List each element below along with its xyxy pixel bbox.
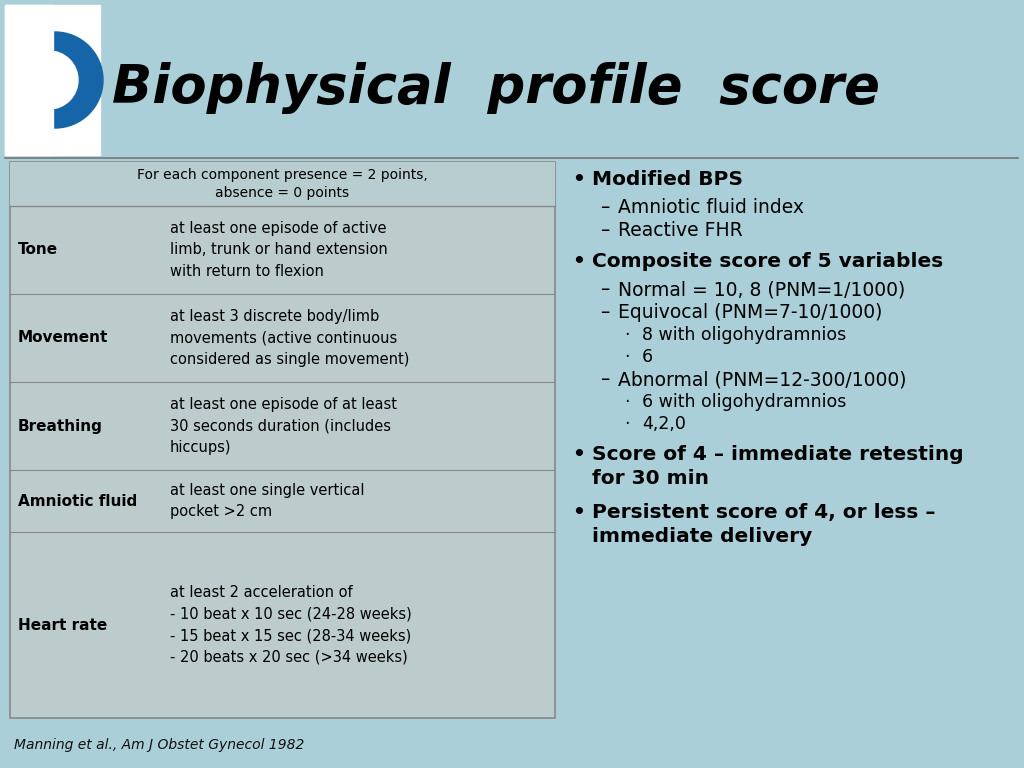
Text: Score of 4 – immediate retesting
for 30 min: Score of 4 – immediate retesting for 30 … xyxy=(592,445,964,488)
Text: •: • xyxy=(572,445,585,464)
Text: 6 with oligohydramnios: 6 with oligohydramnios xyxy=(642,393,847,411)
Text: ·: · xyxy=(624,393,630,411)
Text: For each component presence = 2 points,
absence = 0 points: For each component presence = 2 points, … xyxy=(137,167,428,200)
FancyBboxPatch shape xyxy=(10,162,555,718)
Text: Tone: Tone xyxy=(18,243,58,257)
Text: Modified BPS: Modified BPS xyxy=(592,170,743,189)
Circle shape xyxy=(20,51,78,109)
Text: 4,2,0: 4,2,0 xyxy=(642,415,686,433)
Circle shape xyxy=(7,32,103,128)
Text: at least one episode of active
limb, trunk or hand extension
with return to flex: at least one episode of active limb, tru… xyxy=(170,221,388,279)
Text: at least one single vertical
pocket >2 cm: at least one single vertical pocket >2 c… xyxy=(170,483,365,519)
Text: •: • xyxy=(572,170,585,189)
Text: Composite score of 5 variables: Composite score of 5 variables xyxy=(592,252,943,271)
Text: •: • xyxy=(572,252,585,271)
Text: Amniotic fluid: Amniotic fluid xyxy=(18,494,137,508)
Text: 6: 6 xyxy=(642,348,653,366)
Text: Equivocal (PNM=7-10/1000): Equivocal (PNM=7-10/1000) xyxy=(618,303,883,322)
Text: Persistent score of 4, or less –
immediate delivery: Persistent score of 4, or less – immedia… xyxy=(592,503,936,546)
Text: Amniotic fluid index: Amniotic fluid index xyxy=(618,198,804,217)
Text: –: – xyxy=(600,221,609,240)
Text: •: • xyxy=(572,503,585,522)
Text: Breathing: Breathing xyxy=(18,419,102,433)
Text: Abnormal (PNM=12-300/1000): Abnormal (PNM=12-300/1000) xyxy=(618,370,906,389)
Text: 8 with oligohydramnios: 8 with oligohydramnios xyxy=(642,326,846,344)
Bar xyxy=(5,5,53,155)
Text: Normal = 10, 8 (PNM=1/1000): Normal = 10, 8 (PNM=1/1000) xyxy=(618,280,905,299)
Text: at least one episode of at least
30 seconds duration (includes
hiccups): at least one episode of at least 30 seco… xyxy=(170,397,397,455)
Text: –: – xyxy=(600,198,609,217)
Text: –: – xyxy=(600,303,609,322)
Bar xyxy=(5,5,100,155)
Text: ·: · xyxy=(624,326,630,344)
Text: at least 3 discrete body/limb
movements (active continuous
considered as single : at least 3 discrete body/limb movements … xyxy=(170,309,410,367)
FancyBboxPatch shape xyxy=(10,162,555,206)
Text: Heart rate: Heart rate xyxy=(18,617,108,633)
Text: Biophysical  profile  score: Biophysical profile score xyxy=(112,62,880,114)
Text: at least 2 acceleration of
- 10 beat x 10 sec (24-28 weeks)
- 15 beat x 15 sec (: at least 2 acceleration of - 10 beat x 1… xyxy=(170,585,412,665)
Text: –: – xyxy=(600,370,609,389)
Text: Movement: Movement xyxy=(18,330,109,346)
Text: Reactive FHR: Reactive FHR xyxy=(618,221,742,240)
Text: Manning et al., Am J Obstet Gynecol 1982: Manning et al., Am J Obstet Gynecol 1982 xyxy=(14,738,304,752)
Text: ·: · xyxy=(624,415,630,433)
Text: ·: · xyxy=(624,348,630,366)
Text: –: – xyxy=(600,280,609,299)
